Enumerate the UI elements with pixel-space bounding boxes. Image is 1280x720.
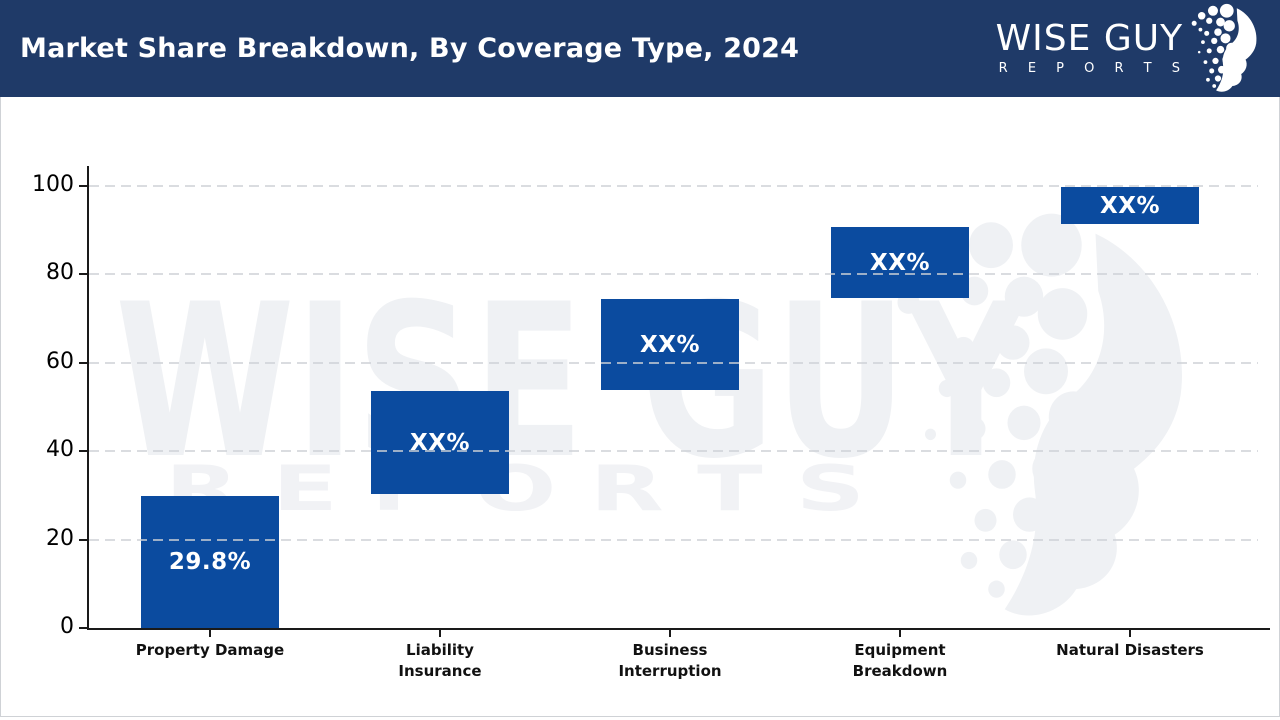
bar-value-label: XX% xyxy=(639,331,700,358)
category-label-line: Liability xyxy=(406,641,474,659)
y-tick-label-40: 40 xyxy=(46,437,74,462)
gridline-40 xyxy=(89,450,1258,452)
category-label-1: Liability Insurance xyxy=(320,640,560,682)
category-label-line: Business xyxy=(632,641,708,659)
bar-value-label: XX% xyxy=(869,249,930,276)
category-label-line: Property Damage xyxy=(135,641,285,659)
y-tick-label-60: 60 xyxy=(46,349,74,374)
y-tick-100 xyxy=(79,185,87,187)
gridline-60 xyxy=(89,362,1258,364)
x-tick-2 xyxy=(669,630,671,637)
x-tick-3 xyxy=(899,630,901,637)
y-tick-label-20: 20 xyxy=(46,526,74,551)
bar-value-label: XX% xyxy=(1099,192,1160,219)
x-axis xyxy=(87,628,1270,630)
category-label-line: Insurance xyxy=(398,662,482,680)
bar-equipment-breakdown: XX% xyxy=(831,227,969,299)
category-label-line: Breakdown xyxy=(852,662,948,680)
x-tick-4 xyxy=(1129,630,1131,637)
category-label-2: Business Interruption xyxy=(550,640,790,682)
x-tick-0 xyxy=(209,630,211,637)
gridline-80 xyxy=(89,273,1258,275)
y-tick-20 xyxy=(79,539,87,541)
category-label-line: Interruption xyxy=(618,662,722,680)
watermark-line1: WISE GUY xyxy=(115,295,1027,505)
watermark-line2: R E P O R T S xyxy=(165,452,865,525)
logo-wordmark: WISE GUY xyxy=(995,18,1184,59)
wiseguy-face-icon xyxy=(1191,3,1257,92)
bar-liability-insurance: XX% xyxy=(371,391,509,495)
y-tick-label-100: 100 xyxy=(32,172,74,197)
bar-natural-disasters: XX% xyxy=(1061,186,1199,225)
y-axis xyxy=(87,166,89,630)
category-label-3: Equipment Breakdown xyxy=(780,640,1020,682)
bar-value-label: 29.8% xyxy=(168,549,252,576)
category-label-line: Natural Disasters xyxy=(1056,641,1204,659)
y-tick-40 xyxy=(79,450,87,452)
y-tick-0 xyxy=(79,627,87,629)
category-label-4: Natural Disasters xyxy=(1010,640,1250,661)
header: Market Share Breakdown, By Coverage Type… xyxy=(0,0,1280,97)
page-title: Market Share Breakdown, By Coverage Type… xyxy=(20,33,800,64)
category-label-0: Property Damage xyxy=(90,640,330,661)
y-tick-80 xyxy=(79,273,87,275)
wiseguy-logo: WISE GUY R E P O R T S xyxy=(991,2,1262,96)
y-tick-60 xyxy=(79,362,87,364)
logo-text: WISE GUY R E P O R T S xyxy=(991,18,1188,77)
gridline-100 xyxy=(89,185,1258,187)
logo-subtitle: R E P O R T S xyxy=(998,61,1188,76)
watermark-text: WISE GUY R E P O R T S xyxy=(115,295,1027,525)
y-tick-label-80: 80 xyxy=(46,260,74,285)
category-label-line: Equipment xyxy=(854,641,946,659)
gridline-20 xyxy=(89,539,1258,541)
x-tick-1 xyxy=(439,630,441,637)
y-tick-label-0: 0 xyxy=(60,614,74,639)
bar-property-damage: 29.8% xyxy=(141,496,279,628)
bar-business-interruption: XX% xyxy=(601,299,739,391)
